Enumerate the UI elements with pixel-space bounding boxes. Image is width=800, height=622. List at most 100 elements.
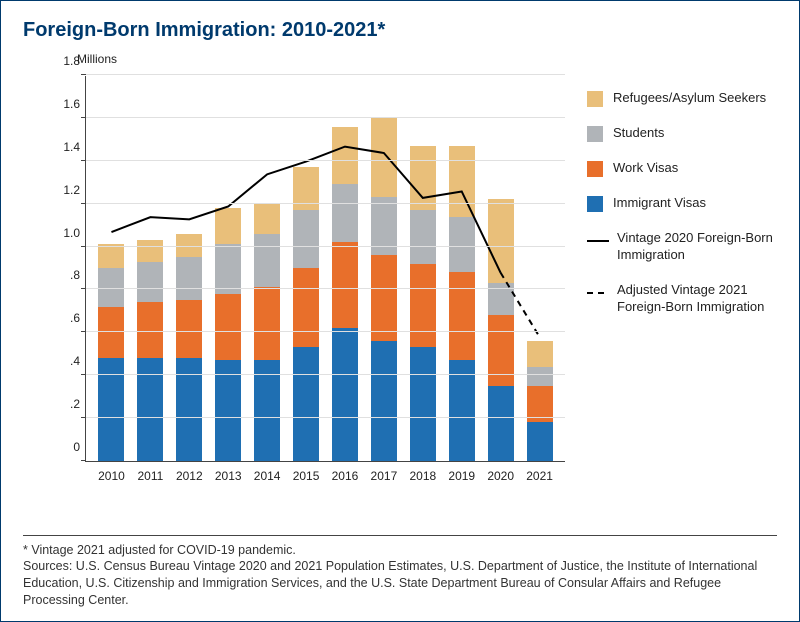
legend-item: Refugees/Asylum Seekers <box>587 90 777 107</box>
bar-column: 2019 <box>442 76 481 461</box>
y-tick-label: 1.2 <box>50 183 80 197</box>
legend-label: Vintage 2020 Foreign-Born Immigration <box>617 230 777 264</box>
bar-segment-work_visas <box>176 300 202 358</box>
y-tick-label: 1.6 <box>50 97 80 111</box>
y-tick <box>81 203 86 204</box>
legend-label: Adjusted Vintage 2021 Foreign-Born Immig… <box>617 282 777 316</box>
chart-frame: Foreign-Born Immigration: 2010-2021* Mil… <box>0 0 800 622</box>
y-tick-label: 1.0 <box>50 226 80 240</box>
y-tick <box>81 160 86 161</box>
y-tick-label: 0 <box>50 440 80 454</box>
bar-column: 2017 <box>364 76 403 461</box>
bar-segment-work_visas <box>293 268 319 347</box>
bar-stack <box>449 146 475 461</box>
y-tick <box>81 74 86 75</box>
bar-segment-immigrant_visas <box>332 328 358 461</box>
bar-segment-students <box>254 234 280 288</box>
bar-column: 2012 <box>170 76 209 461</box>
bar-segment-refugees <box>98 244 124 268</box>
bar-column: 2015 <box>287 76 326 461</box>
bar-stack <box>137 240 163 461</box>
bar-stack <box>98 244 124 461</box>
bar-segment-refugees <box>215 208 241 244</box>
bar-segment-immigrant_visas <box>449 360 475 461</box>
bar-segment-refugees <box>371 118 397 197</box>
y-tick-label: .6 <box>50 311 80 325</box>
bar-segment-students <box>332 184 358 242</box>
x-tick-label: 2010 <box>91 469 131 483</box>
bar-segment-students <box>527 367 553 386</box>
bar-segment-refugees <box>449 146 475 217</box>
bar-segment-work_visas <box>137 302 163 358</box>
x-tick-label: 2014 <box>247 469 287 483</box>
bar-segment-immigrant_visas <box>527 422 553 461</box>
legend: Refugees/Asylum Seekers Students Work Visa… <box>587 90 777 334</box>
legend-line-icon <box>587 234 609 248</box>
x-tick-label: 2021 <box>520 469 560 483</box>
bar-segment-students <box>98 268 124 307</box>
y-tick <box>81 246 86 247</box>
plot-region: 2010201120122013201420152016201720182019… <box>85 76 565 486</box>
plot-area: 2010201120122013201420152016201720182019… <box>85 76 565 462</box>
grid-line <box>86 417 565 418</box>
x-tick-label: 2019 <box>442 469 482 483</box>
bar-segment-refugees <box>137 240 163 261</box>
bar-column: 2011 <box>131 76 170 461</box>
y-tick-label: .2 <box>50 397 80 411</box>
legend-swatch <box>587 196 603 212</box>
legend-swatch <box>587 161 603 177</box>
chart-area: Millions 2010201120122013201420152016201… <box>23 48 777 528</box>
bar-stack <box>527 341 553 461</box>
grid-line <box>86 74 565 75</box>
bar-column: 2014 <box>248 76 287 461</box>
grid-line <box>86 331 565 332</box>
legend-label: Immigrant Visas <box>613 195 777 212</box>
legend-item: Vintage 2020 Foreign-Born Immigration <box>587 230 777 264</box>
y-tick-label: .8 <box>50 268 80 282</box>
grid-line <box>86 288 565 289</box>
sources-text: Sources: U.S. Census Bureau Vintage 2020… <box>23 558 777 609</box>
legend-item: Work Visas <box>587 160 777 177</box>
x-tick-label: 2020 <box>481 469 521 483</box>
bar-stack <box>332 127 358 462</box>
grid-line <box>86 246 565 247</box>
bar-segment-immigrant_visas <box>410 347 436 461</box>
legend-item: Adjusted Vintage 2021 Foreign-Born Immig… <box>587 282 777 316</box>
x-tick-label: 2018 <box>403 469 443 483</box>
y-tick-label: .4 <box>50 354 80 368</box>
bar-segment-work_visas <box>449 272 475 360</box>
bar-stack <box>176 234 202 461</box>
bar-container: 2010201120122013201420152016201720182019… <box>86 76 565 461</box>
bar-segment-immigrant_visas <box>488 386 514 461</box>
y-axis-unit: Millions <box>77 52 117 66</box>
bar-segment-immigrant_visas <box>254 360 280 461</box>
bar-segment-refugees <box>488 199 514 283</box>
y-tick <box>81 374 86 375</box>
bar-segment-work_visas <box>410 264 436 348</box>
bar-segment-work_visas <box>215 294 241 360</box>
legend-line-icon <box>587 286 609 300</box>
bar-segment-immigrant_visas <box>371 341 397 461</box>
bar-segment-students <box>215 244 241 293</box>
bar-column: 2010 <box>92 76 131 461</box>
bar-segment-refugees <box>332 127 358 185</box>
bar-segment-immigrant_visas <box>293 347 319 461</box>
legend-item: Students <box>587 125 777 142</box>
x-tick-label: 2013 <box>208 469 248 483</box>
y-tick <box>81 331 86 332</box>
legend-label: Students <box>613 125 777 142</box>
y-tick-label: 1.8 <box>50 54 80 68</box>
grid-line <box>86 203 565 204</box>
bar-stack <box>371 118 397 461</box>
bar-stack <box>410 146 436 461</box>
y-tick <box>81 460 86 461</box>
bar-segment-refugees <box>254 204 280 234</box>
legend-swatch <box>587 91 603 107</box>
bar-stack <box>254 204 280 461</box>
y-tick <box>81 417 86 418</box>
grid-line <box>86 374 565 375</box>
footnotes: * Vintage 2021 adjusted for COVID-19 pan… <box>23 529 777 610</box>
bar-column: 2020 <box>481 76 520 461</box>
grid-line <box>86 117 565 118</box>
bar-segment-refugees <box>527 341 553 367</box>
